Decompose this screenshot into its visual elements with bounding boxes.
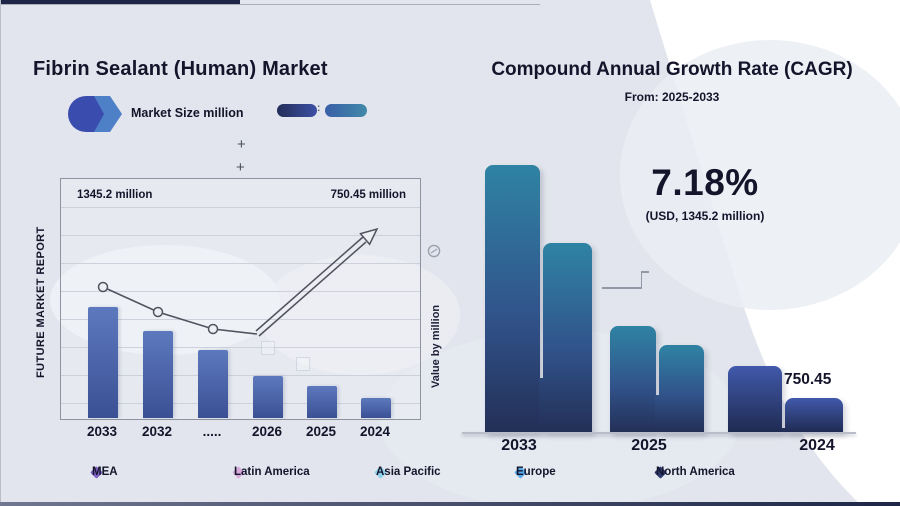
ratio-pill-light [325, 104, 367, 117]
value-axis-label: Value by million [430, 304, 442, 388]
annotation-2033-value: 1345.2 million [77, 189, 153, 201]
bar-2024 [361, 398, 391, 418]
bottom-accent-strip [0, 502, 900, 506]
bracket-decoration [602, 287, 642, 289]
annotation-2024-value: 750.45 million [330, 189, 406, 201]
left-border-line [0, 0, 1, 506]
ratio-colon: : [317, 103, 321, 114]
gridline [61, 347, 420, 348]
cagr-2024-annotation: 750.45 [784, 371, 832, 388]
ghost-square-icon [261, 341, 275, 355]
market-size-icon [68, 96, 122, 132]
page-title: Fibrin Sealant (Human) Market [33, 58, 328, 80]
future-market-report-sidetext: FUTURE MARKET REPORT [35, 226, 47, 378]
trend-line-arrow [97, 227, 379, 337]
gridline [61, 235, 420, 236]
bracket-decoration [640, 271, 649, 273]
cagr-axis-line [462, 432, 856, 434]
market-size-label: Market Size million [131, 106, 244, 120]
clock-icon [427, 244, 441, 258]
market-size-bars [61, 179, 422, 418]
bar-2032 [143, 331, 173, 418]
top-accent-strip [0, 0, 240, 4]
x-label-2024: 2024 [359, 424, 391, 439]
cagr-title: Compound Annual Growth Rate (CAGR) [491, 59, 853, 80]
bracket-decoration [640, 271, 642, 288]
cagr-value: 7.18% [651, 162, 759, 203]
x-label-.....: ..... [202, 424, 222, 439]
x-label-2025: 2025 [305, 424, 337, 439]
gridline [61, 291, 420, 292]
bar-..... [198, 350, 228, 418]
ratio-pill-dark [277, 104, 317, 117]
gridline [61, 375, 420, 376]
bar-2026 [253, 376, 283, 418]
cagr-detail: (USD, 1345.2 million) [645, 209, 765, 223]
bar-2033 [88, 307, 118, 418]
x-label-2026: 2026 [251, 424, 283, 439]
gridline [61, 319, 420, 320]
ghost-square-icon [296, 357, 310, 371]
gridline [61, 403, 420, 404]
cagr-subtitle: From: 2025-2033 [624, 90, 720, 104]
bar-2025 [307, 386, 337, 418]
gridline [61, 263, 420, 264]
plus-mark-1: + [237, 136, 246, 153]
market-size-x-labels: 2033 2032..... 2026 2025 2024 [60, 424, 421, 444]
x-label-2033: 2033 [86, 424, 118, 439]
plus-mark-2: + [236, 159, 245, 176]
top-border-line [0, 4, 540, 5]
x-label-2032: 2032 [141, 424, 173, 439]
market-size-chart: 1345.2 million 750.45 million [60, 178, 421, 420]
gridline [61, 207, 420, 208]
